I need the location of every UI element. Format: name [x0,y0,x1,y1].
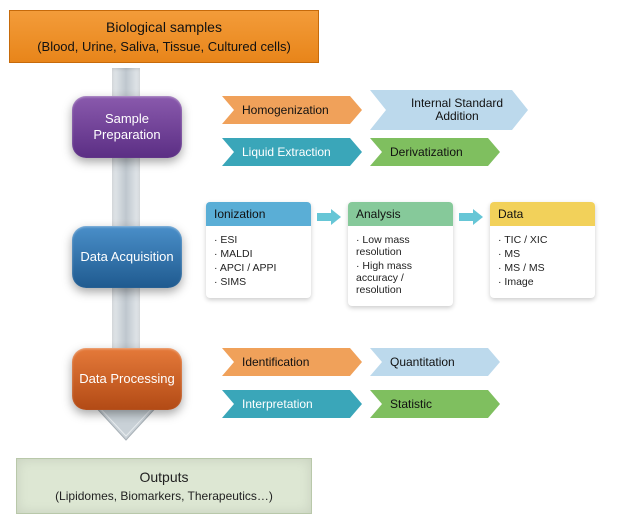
banner-title: Biological samples [24,19,304,35]
card-title: Data [490,202,595,226]
arrow-icon [459,208,483,226]
chev-label: Internal Standard Addition [396,97,518,123]
stage-data-processing: Data Processing [72,348,182,410]
chev-statistic: Statistic [370,390,500,418]
stage-label: Data Acquisition [80,249,173,265]
card-ionization: Ionization ESI MALDI APCI / APPI SIMS [206,202,311,298]
list-item: TIC / XIC [498,234,587,246]
chev-label: Liquid Extraction [242,145,331,159]
chev-label: Interpretation [242,397,313,411]
chev-label: Identification [242,355,309,369]
list-item: ESI [214,234,303,246]
chev-label: Statistic [390,397,432,411]
stage-label: Sample Preparation [72,111,182,142]
list-item: High mass accuracy / resolution [356,260,445,296]
stage-sample-preparation: Sample Preparation [72,96,182,158]
chev-identification: Identification [222,348,362,376]
card-body: TIC / XIC MS MS / MS Image [490,226,595,298]
stage-data-acquisition: Data Acquisition [72,226,182,288]
chev-liquid-extraction: Liquid Extraction [222,138,362,166]
card-data: Data TIC / XIC MS MS / MS Image [490,202,595,298]
chev-label: Homogenization [242,103,329,117]
card-analysis: Analysis Low mass resolution High mass a… [348,202,453,306]
chev-homogenization: Homogenization [222,96,362,124]
list-item: APCI / APPI [214,262,303,274]
chev-label: Quantitation [390,355,455,369]
card-body: ESI MALDI APCI / APPI SIMS [206,226,311,298]
chev-internal-standard: Internal Standard Addition [370,90,528,130]
outputs-box: Outputs (Lipidomes, Biomarkers, Therapeu… [16,458,312,514]
chev-interpretation: Interpretation [222,390,362,418]
chev-label: Derivatization [390,145,463,159]
banner-subtitle: (Blood, Urine, Saliva, Tissue, Cultured … [24,39,304,54]
outputs-title: Outputs [33,469,295,485]
stage-label: Data Processing [79,371,174,387]
list-item: Image [498,276,587,288]
list-item: MS [498,248,587,260]
list-item: Low mass resolution [356,234,445,258]
arrow-icon [317,208,341,226]
biological-samples-banner: Biological samples (Blood, Urine, Saliva… [9,10,319,63]
card-body: Low mass resolution High mass accuracy /… [348,226,453,306]
list-item: SIMS [214,276,303,288]
chev-quantitation: Quantitation [370,348,500,376]
list-item: MS / MS [498,262,587,274]
card-title: Ionization [206,202,311,226]
chev-derivatization: Derivatization [370,138,500,166]
outputs-subtitle: (Lipidomes, Biomarkers, Therapeutics…) [33,489,295,503]
list-item: MALDI [214,248,303,260]
card-title: Analysis [348,202,453,226]
